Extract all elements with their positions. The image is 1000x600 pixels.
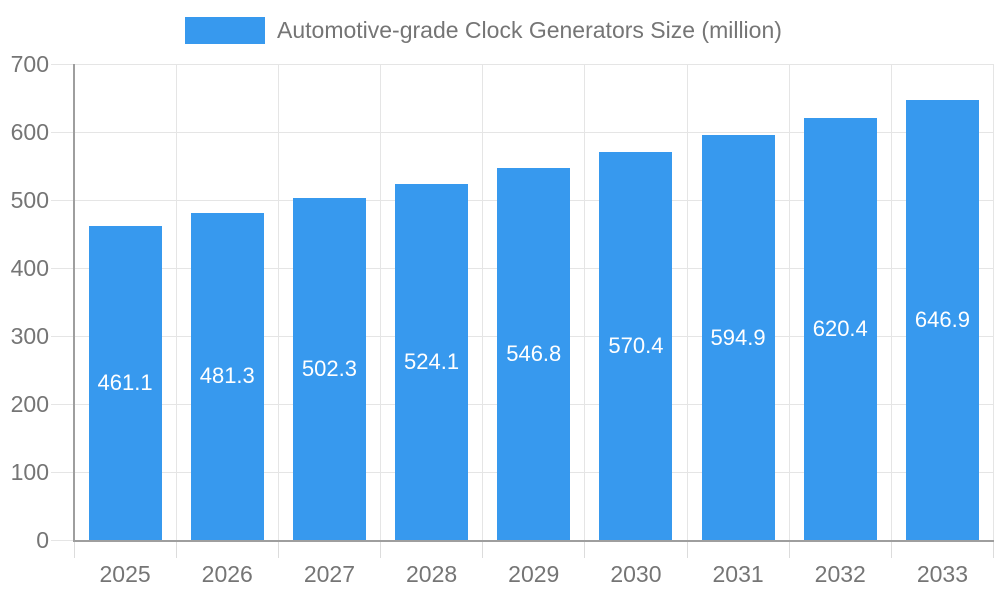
legend-swatch (185, 17, 265, 44)
x-gridline (890, 64, 892, 540)
y-tick-mark (51, 131, 74, 133)
x-tick-mark (890, 540, 892, 558)
bar (905, 100, 979, 540)
y-tick-label: 700 (10, 51, 49, 77)
x-tick-mark (686, 540, 688, 558)
bar-value-label: 481.3 (199, 363, 255, 389)
x-gridline (175, 64, 177, 540)
x-tick-label: 2029 (508, 561, 560, 587)
y-gridline (74, 63, 994, 65)
y-tick-mark (51, 267, 74, 269)
y-tick-mark (51, 63, 74, 65)
bar (395, 183, 469, 540)
x-tick-label: 2027 (303, 561, 355, 587)
y-axis-line (73, 64, 75, 542)
y-tick-mark (51, 199, 74, 201)
bar-value-label: 594.9 (710, 324, 766, 350)
chart-legend[interactable]: Automotive-grade Clock Generators Size (… (185, 17, 782, 44)
y-tick-label: 400 (10, 255, 49, 281)
x-gridline (277, 64, 279, 540)
y-tick-label: 600 (10, 119, 49, 145)
x-tick-label: 2025 (99, 561, 151, 587)
bar-value-label: 461.1 (97, 370, 153, 396)
y-gridline (74, 131, 994, 133)
bar (497, 168, 571, 540)
y-tick-mark (51, 471, 74, 473)
y-tick-label: 200 (10, 391, 49, 417)
bar-value-label: 502.3 (301, 356, 357, 382)
legend-label: Automotive-grade Clock Generators Size (… (277, 17, 782, 43)
x-gridline (380, 64, 381, 540)
x-tick-label: 2028 (405, 561, 458, 587)
bar-value-label: 570.4 (608, 333, 664, 359)
x-tick-mark (788, 540, 790, 558)
x-gridline (993, 64, 994, 540)
x-tick-mark (584, 540, 586, 558)
x-tick-mark (482, 540, 484, 558)
bar (701, 135, 775, 540)
x-gridline (584, 64, 586, 540)
bar (803, 118, 877, 540)
bar-value-label: 646.9 (914, 307, 970, 333)
y-tick-label: 300 (10, 323, 49, 349)
x-tick-mark (993, 540, 994, 558)
x-tick-mark (73, 540, 75, 558)
x-tick-label: 2026 (201, 561, 253, 587)
y-tick-mark (51, 403, 74, 405)
bar-value-label: 620.4 (812, 316, 868, 342)
bar (190, 212, 264, 540)
x-gridline (788, 64, 790, 540)
x-tick-label: 2031 (712, 561, 764, 587)
bar-value-label: 546.8 (506, 341, 562, 367)
x-axis-line (74, 540, 994, 542)
y-tick-label: 0 (36, 527, 49, 553)
bar (599, 152, 673, 540)
bar (292, 198, 366, 540)
x-gridline (482, 64, 484, 540)
x-tick-mark (380, 540, 381, 558)
x-tick-label: 2030 (610, 561, 662, 587)
y-tick-label: 500 (10, 187, 49, 213)
x-tick-mark (175, 540, 177, 558)
y-tick-mark (51, 539, 74, 541)
bar (88, 226, 162, 540)
y-tick-mark (51, 335, 74, 337)
x-tick-label: 2032 (814, 561, 866, 587)
x-tick-label: 2033 (916, 561, 968, 587)
y-tick-label: 100 (10, 459, 49, 485)
x-gridline (686, 64, 688, 540)
x-tick-mark (277, 540, 279, 558)
bar-value-label: 524.1 (404, 348, 460, 374)
